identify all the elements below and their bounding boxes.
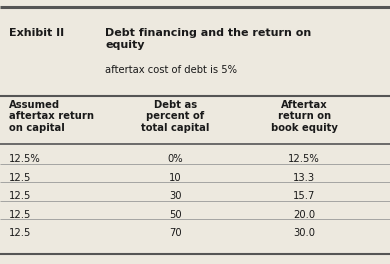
Text: 50: 50 (169, 210, 182, 220)
Text: 12.5: 12.5 (9, 173, 31, 183)
Text: 12.5%: 12.5% (9, 154, 40, 164)
Text: 20.0: 20.0 (293, 210, 315, 220)
Text: 30.0: 30.0 (293, 228, 315, 238)
Text: Assumed
aftertax return
on capital: Assumed aftertax return on capital (9, 100, 94, 133)
Text: aftertax cost of debt is 5%: aftertax cost of debt is 5% (105, 65, 237, 75)
Text: Aftertax
return on
book equity: Aftertax return on book equity (271, 100, 338, 133)
Text: Exhibit II: Exhibit II (9, 28, 64, 38)
Text: Debt financing and the return on
equity: Debt financing and the return on equity (105, 28, 312, 50)
Text: 12.5: 12.5 (9, 210, 31, 220)
Text: 12.5: 12.5 (9, 228, 31, 238)
Text: 12.5%: 12.5% (288, 154, 320, 164)
Text: 0%: 0% (168, 154, 183, 164)
Text: 13.3: 13.3 (293, 173, 315, 183)
Text: 12.5: 12.5 (9, 191, 31, 201)
Text: 15.7: 15.7 (293, 191, 316, 201)
Text: 10: 10 (169, 173, 182, 183)
Text: Debt as
percent of
total capital: Debt as percent of total capital (141, 100, 210, 133)
Text: 30: 30 (169, 191, 182, 201)
Text: 70: 70 (169, 228, 182, 238)
